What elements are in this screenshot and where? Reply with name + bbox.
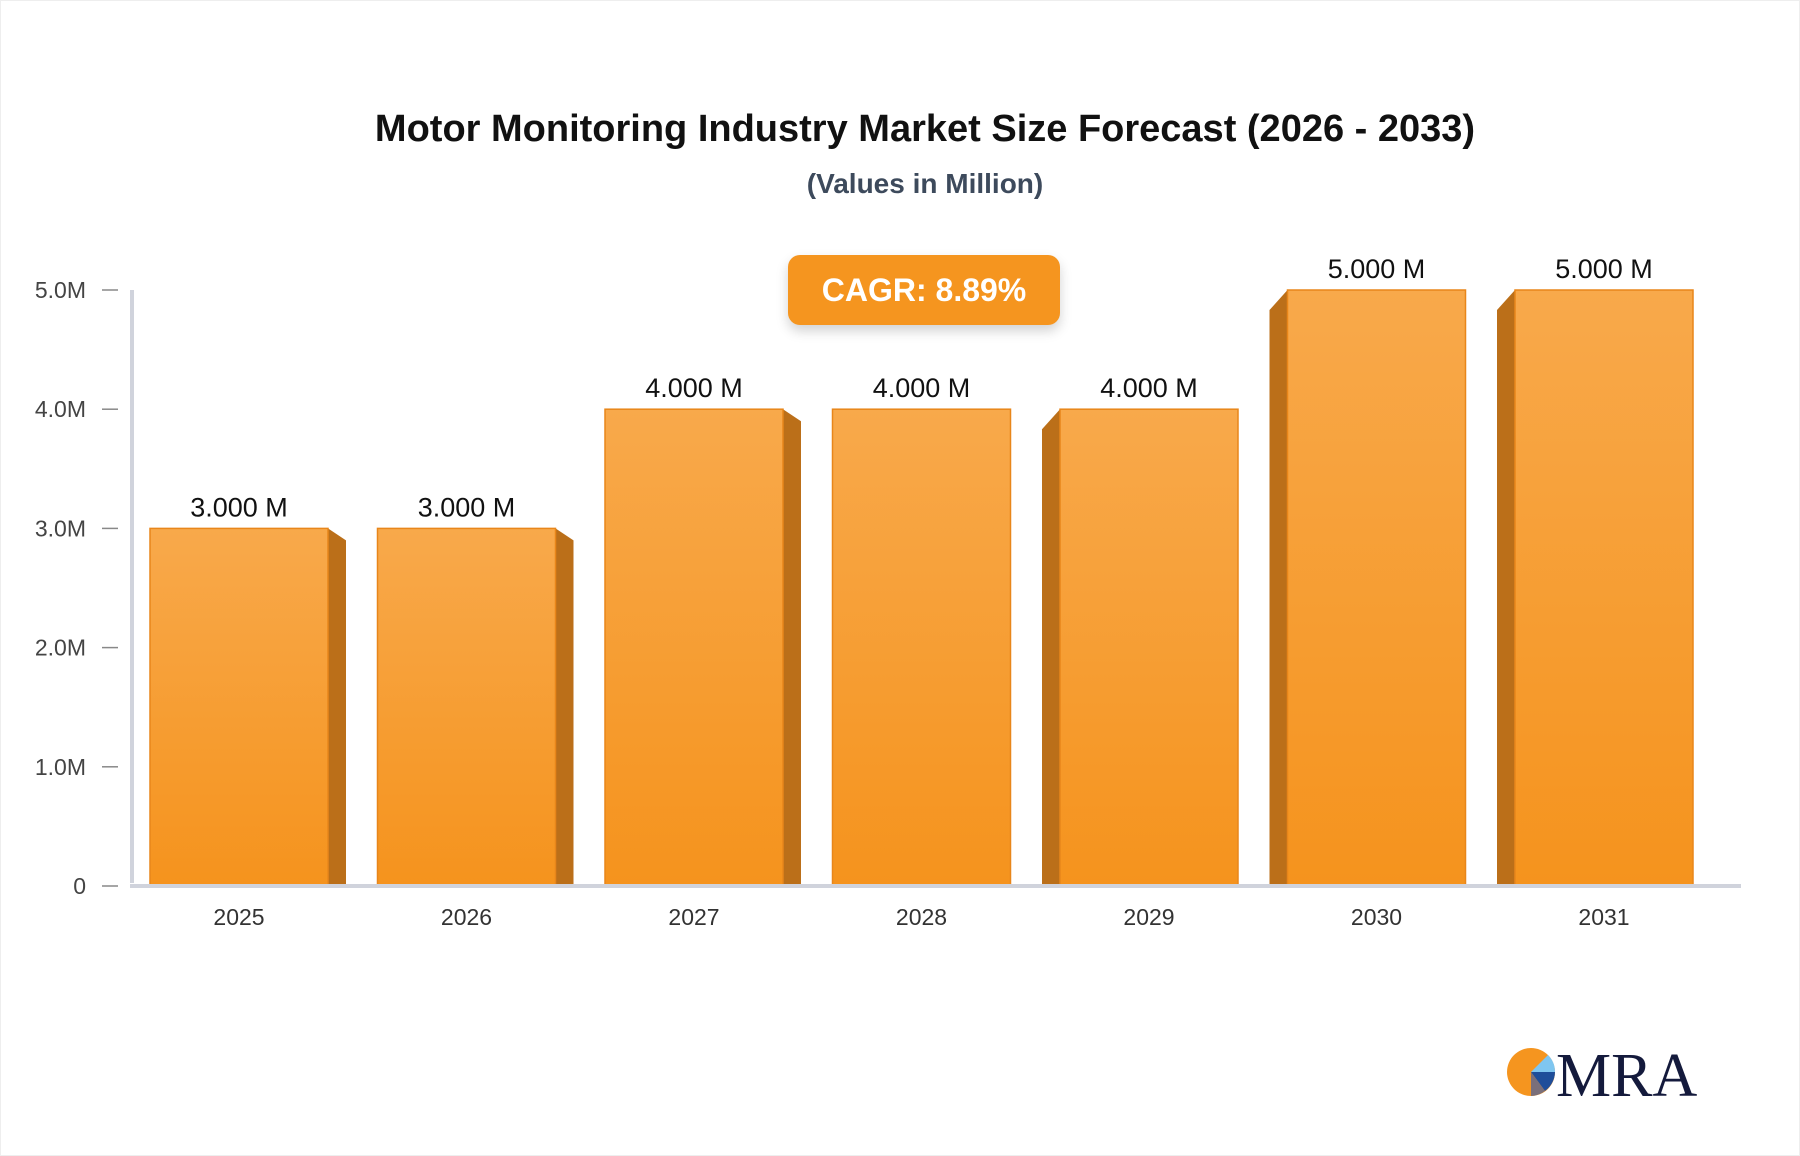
bar xyxy=(376,527,557,887)
y-tick-label: 0 xyxy=(73,873,86,899)
bar-side xyxy=(783,409,801,886)
bar xyxy=(1514,289,1694,887)
chart-subtitle: (Values in Million) xyxy=(806,168,1044,199)
data-label: 4.000 M xyxy=(645,373,743,403)
data-label: 4.000 M xyxy=(873,373,971,403)
chart-title: Motor Monitoring Industry Market Size Fo… xyxy=(374,108,1476,150)
y-tick-label: 5.0M xyxy=(35,277,86,303)
data-label: 5.000 M xyxy=(1555,254,1653,284)
x-tick-label: 2025 xyxy=(213,904,264,930)
svg-text:MRA: MRA xyxy=(1556,1042,1697,1102)
data-label: 3.000 M xyxy=(190,492,288,522)
y-tick-label: 1.0M xyxy=(35,754,86,780)
x-tick-label: 2030 xyxy=(1351,904,1402,930)
bar-side xyxy=(1042,409,1060,886)
bar-side xyxy=(1497,290,1515,886)
data-label: 4.000 M xyxy=(1100,373,1198,403)
bar xyxy=(831,408,1012,887)
data-label: 3.000 M xyxy=(418,492,516,522)
x-tick-label: 2026 xyxy=(441,904,492,930)
x-tick-label: 2029 xyxy=(1123,904,1174,930)
bar-side xyxy=(1269,290,1288,886)
x-tick-label: 2031 xyxy=(1578,904,1629,930)
y-tick-label: 4.0M xyxy=(35,396,86,422)
data-label: 5.000 M xyxy=(1328,254,1426,284)
cagr-badge: CAGR: 8.89% xyxy=(788,255,1060,325)
bar xyxy=(149,527,329,887)
bar xyxy=(1286,289,1467,887)
mra-logo: MRA xyxy=(1504,1040,1704,1102)
bar-side xyxy=(328,528,346,886)
bar-side xyxy=(555,528,574,886)
bar xyxy=(604,408,784,887)
bar xyxy=(1059,408,1239,887)
x-tick-label: 2028 xyxy=(896,904,947,930)
y-tick-label: 3.0M xyxy=(35,515,86,541)
x-tick-label: 2027 xyxy=(668,904,719,930)
y-tick-label: 2.0M xyxy=(35,635,86,661)
